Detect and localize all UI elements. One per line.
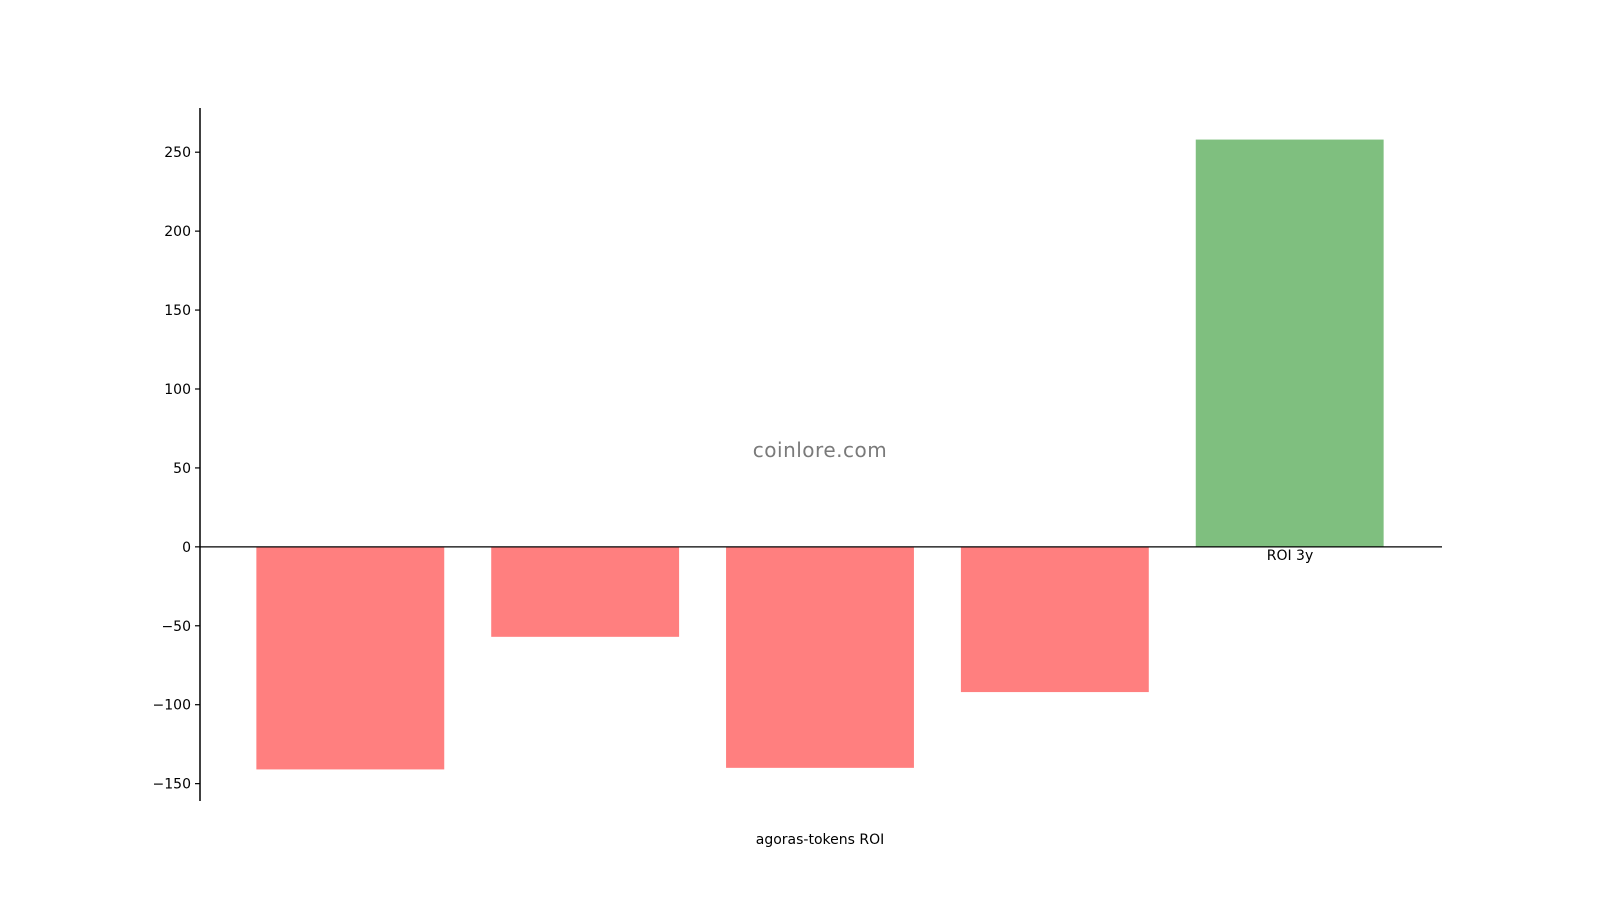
ytick-label: −100 <box>153 698 191 714</box>
bar-0 <box>256 546 445 770</box>
ytick-label: −50 <box>161 619 191 635</box>
bar-3 <box>960 546 1149 693</box>
watermark: coinlore.com <box>752 438 888 462</box>
ytick-label: 200 <box>164 224 191 240</box>
ytick-label: 150 <box>164 303 191 319</box>
x-axis-label: agoras-tokens ROI <box>755 832 885 848</box>
bar-roi-3y <box>1195 139 1384 547</box>
ytick-label: −150 <box>153 777 191 793</box>
bar-1 <box>491 546 680 637</box>
ytick-label: 0 <box>182 540 191 556</box>
bar-2 <box>726 546 914 768</box>
ytick-label: 250 <box>164 145 191 161</box>
ytick-label: 100 <box>164 382 191 398</box>
xtick-label-roi-3y: ROI 3y <box>1266 548 1314 564</box>
ytick-label: 50 <box>173 461 191 477</box>
